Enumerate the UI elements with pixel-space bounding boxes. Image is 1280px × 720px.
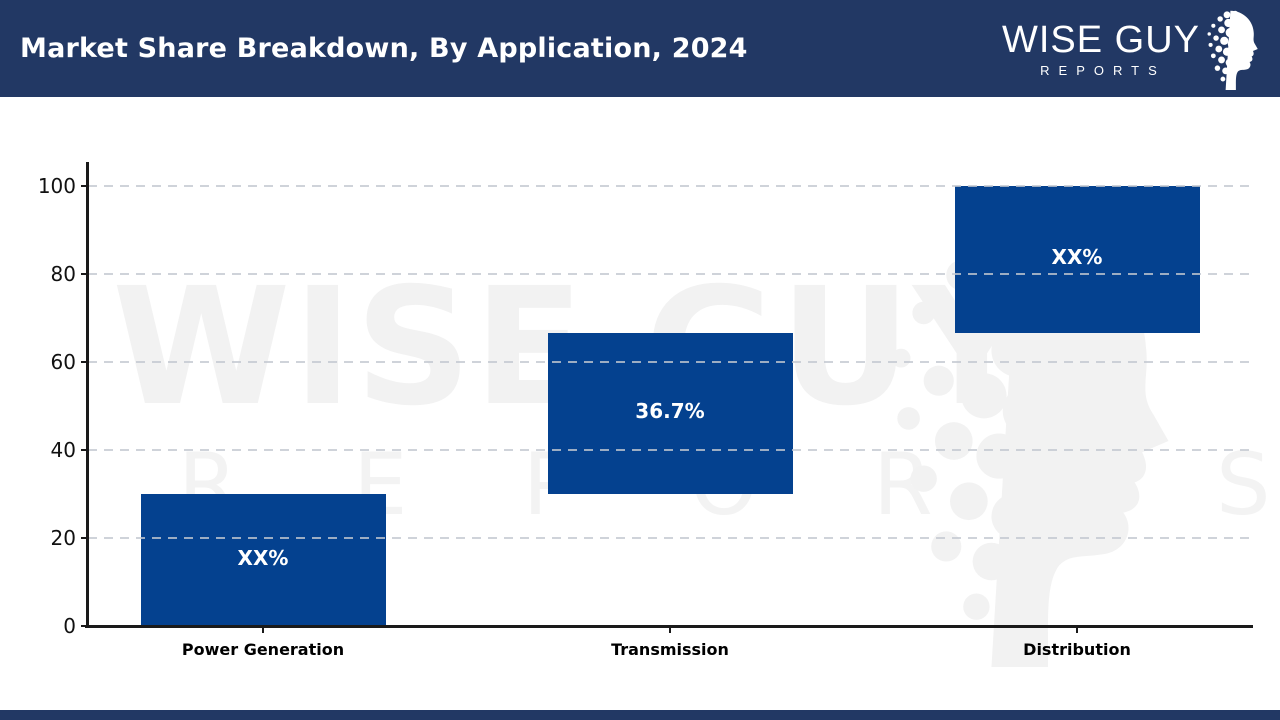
x-tick-label-power-generation: Power Generation (181, 640, 345, 659)
x-axis (85, 625, 1253, 628)
y-tick-label-0: 0 (63, 614, 76, 638)
bar-power-generation (140, 494, 386, 626)
y-tick-mark-60 (81, 361, 88, 363)
bar-value-label-transmission: 36.7% (635, 399, 705, 424)
logo-text: WISE GUY REPORTS (1002, 21, 1200, 78)
x-tick-mark-power-generation (262, 627, 264, 633)
y-axis (86, 162, 89, 628)
y-tick-mark-0 (81, 625, 88, 627)
gridline-60 (88, 361, 1253, 363)
y-tick-label-80: 80 (50, 262, 76, 286)
gridline-80 (88, 273, 1253, 275)
y-tick-mark-20 (81, 537, 88, 539)
header-bar: Market Share Breakdown, By Application, … (0, 0, 1280, 97)
logo-subtitle: REPORTS (1040, 62, 1166, 78)
y-tick-label-60: 60 (50, 350, 76, 374)
logo-wordmark: WISE GUY (1001, 18, 1200, 61)
bar-value-label-distribution: XX% (1051, 245, 1103, 270)
bar-transmission (547, 332, 793, 494)
y-tick-label-100: 100 (37, 174, 76, 198)
x-tick-label-distribution: Distribution (1023, 640, 1131, 659)
y-tick-mark-80 (81, 273, 88, 275)
logo-dotted-face-icon (1207, 10, 1258, 90)
x-tick-mark-distribution (1076, 627, 1078, 633)
bar-value-label-power-generation: XX% (237, 546, 289, 570)
wise-guy-reports-logo: WISE GUY REPORTS (1002, 6, 1266, 92)
gridline-20 (88, 537, 1253, 539)
chart-title: Market Share Breakdown, By Application, … (20, 33, 748, 64)
x-tick-mark-transmission (669, 627, 671, 633)
y-tick-label-40: 40 (50, 438, 76, 462)
y-tick-label-20: 20 (50, 526, 76, 550)
y-tick-mark-40 (81, 449, 88, 451)
gridline-100 (88, 185, 1253, 187)
x-tick-label-transmission: Transmission (611, 640, 729, 659)
gridline-40 (88, 449, 1253, 451)
y-tick-mark-100 (81, 185, 88, 187)
footer-bar (0, 710, 1280, 720)
